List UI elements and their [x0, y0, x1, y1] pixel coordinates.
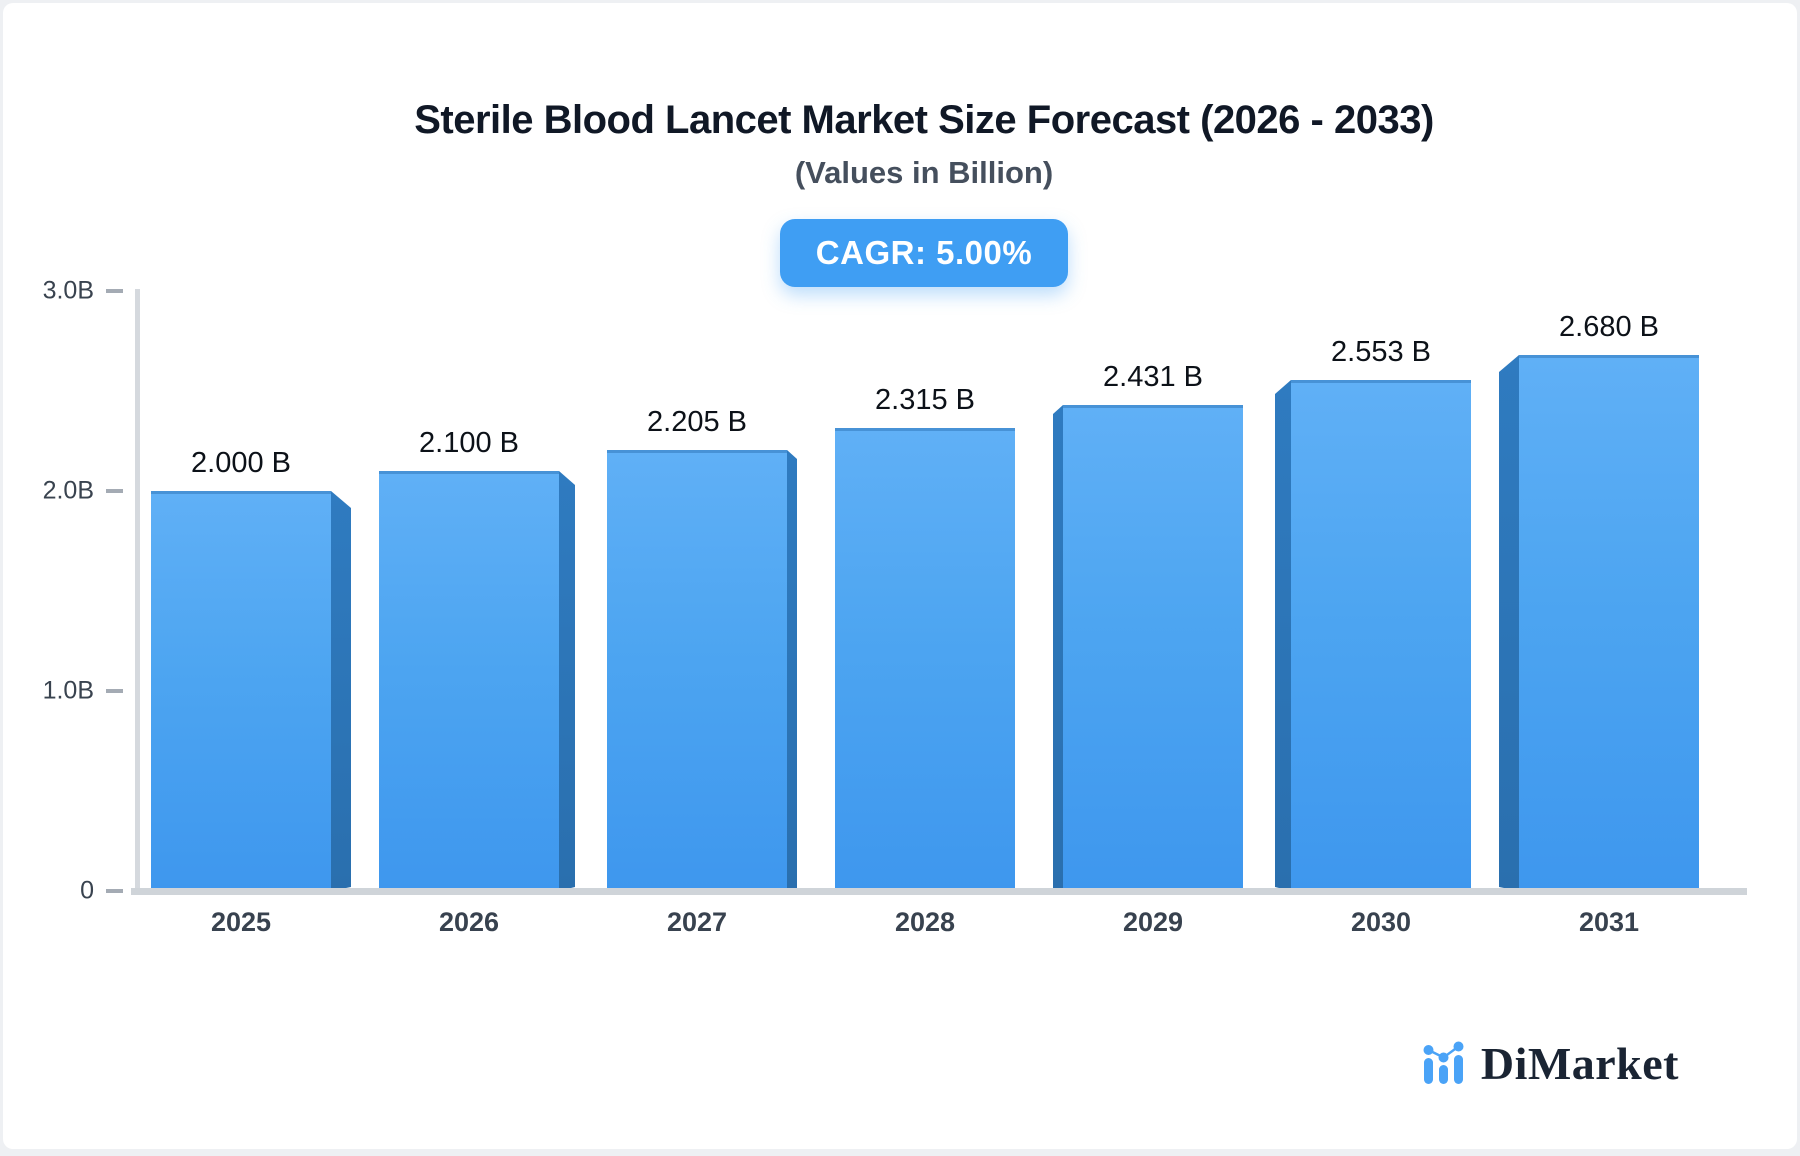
bar-value-label: 2.315 B: [875, 384, 975, 416]
bar-side-face: [331, 491, 351, 891]
bar-2025: [151, 491, 331, 891]
bar-2026: [379, 471, 559, 891]
bar-2028: [835, 428, 1015, 891]
chart-header: Sterile Blood Lancet Market Size Forecas…: [23, 97, 1800, 287]
bar-value-label: 2.553 B: [1331, 336, 1431, 368]
bar-side-face: [1053, 405, 1063, 891]
y-axis-line: [135, 289, 140, 893]
x-axis-label: 2025: [210, 907, 272, 937]
mini-bar-chart-icon: [1421, 1041, 1467, 1087]
x-axis-label: 2027: [666, 907, 728, 937]
bar-value-label: 2.205 B: [647, 406, 747, 438]
y-tick-label: 3.0B: [42, 276, 94, 305]
chart-card: Sterile Blood Lancet Market Size Forecas…: [3, 3, 1797, 1149]
x-axis-label: 2030: [1350, 907, 1412, 937]
bar-2027: [607, 450, 787, 891]
dimarket-logo: DiMarket: [1421, 1041, 1679, 1087]
plot-area: 3.0B 2.0B 1.0B 0 2.000 B 2025 2.100 B 2026 2.205…: [3, 3, 1797, 1149]
x-axis-label: 2026: [438, 907, 500, 937]
bar-value-label: 2.100 B: [419, 427, 519, 459]
bar-value-label: 2.680 B: [1559, 311, 1659, 343]
x-axis-label: 2028: [894, 907, 956, 937]
chart-subtitle: (Values in Billion): [794, 155, 1054, 190]
bar-2030: [1291, 380, 1471, 891]
y-tick-label: 0: [80, 876, 94, 905]
x-axis-label: 2031: [1578, 907, 1640, 937]
x-axis-line: [131, 888, 1747, 895]
y-tick-mark: [106, 489, 123, 493]
bar-value-label: 2.431 B: [1103, 361, 1203, 393]
bar-2031: [1519, 355, 1699, 891]
bar-value-label: 2.000 B: [191, 447, 291, 479]
y-tick-mark: [106, 689, 123, 693]
bar-side-face: [559, 471, 575, 891]
y-tick-mark: [106, 889, 123, 893]
y-tick-label: 2.0B: [42, 476, 94, 505]
y-tick-mark: [106, 289, 123, 293]
bar-side-face: [1499, 355, 1519, 891]
logo-text: DiMarket: [1480, 1038, 1679, 1089]
chart-title: Sterile Blood Lancet Market Size Forecas…: [414, 98, 1434, 142]
cagr-badge: CAGR: 5.00%: [779, 219, 1069, 287]
bar-side-face: [787, 450, 797, 891]
bar-2029: [1063, 405, 1243, 891]
bar-side-face: [1275, 380, 1291, 891]
y-tick-label: 1.0B: [42, 676, 94, 705]
x-axis-label: 2029: [1122, 907, 1184, 937]
